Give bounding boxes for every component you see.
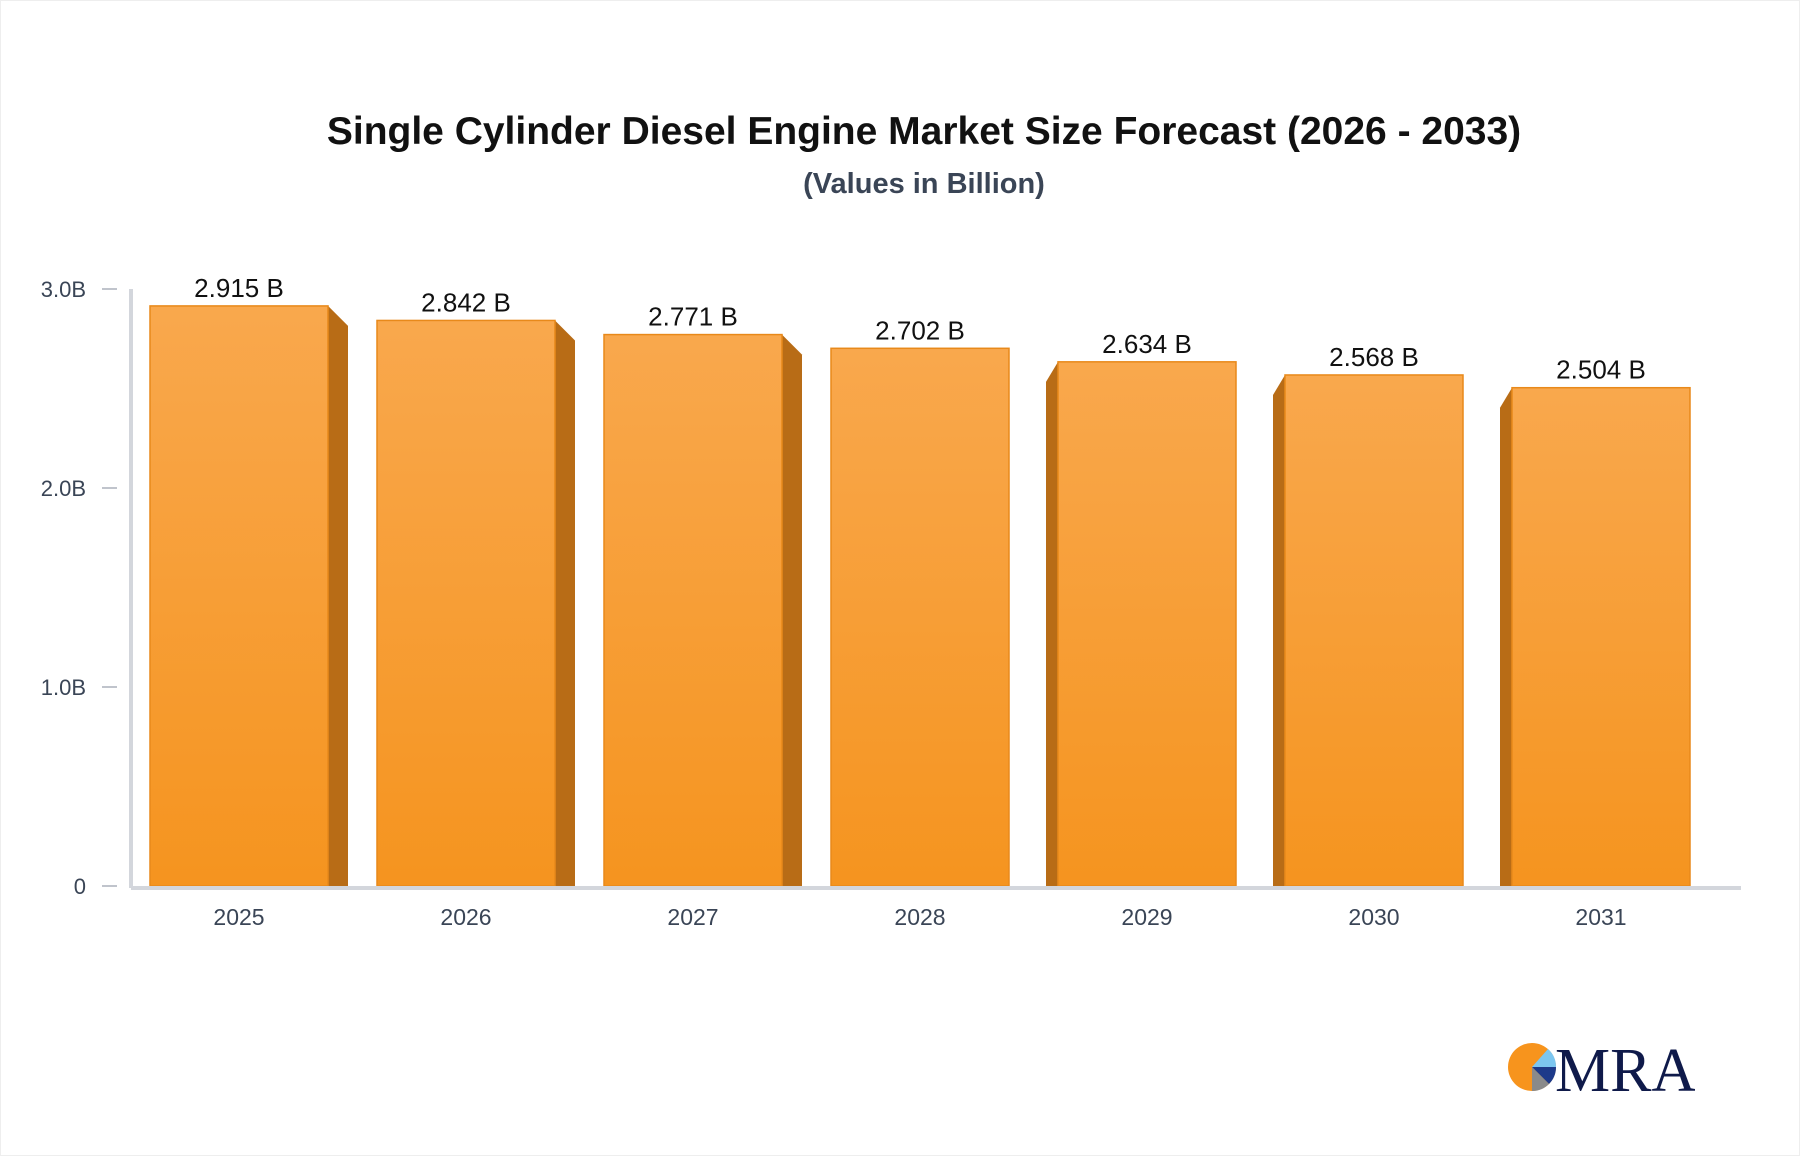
y-tick-label: 3.0B: [41, 277, 86, 302]
x-tick-label: 2027: [667, 904, 718, 930]
bar-2025: [149, 305, 329, 887]
chart-subtitle: (Values in Billion): [803, 168, 1045, 200]
bar-side: [1273, 374, 1285, 886]
data-label: 2.504 B: [1556, 355, 1646, 385]
y-tick-label: 1.0B: [41, 675, 86, 700]
data-label: 2.634 B: [1102, 329, 1192, 359]
bar-side: [328, 305, 348, 886]
bar-2031: [1511, 386, 1691, 887]
x-tick-label: 2026: [440, 904, 491, 930]
data-label: 2.771 B: [648, 302, 738, 332]
bar-side: [1500, 387, 1512, 886]
data-label: 2.702 B: [875, 315, 965, 345]
data-label: 2.568 B: [1329, 342, 1419, 372]
x-tick-label: 2030: [1348, 904, 1399, 930]
bar-2026: [376, 319, 556, 887]
x-tick-label: 2025: [213, 904, 264, 930]
x-tick-label: 2029: [1121, 904, 1172, 930]
y-tick-label: 0: [74, 874, 86, 899]
x-tick-label: 2031: [1575, 904, 1626, 930]
data-label: 2.842 B: [421, 287, 511, 317]
bar-2030: [1284, 374, 1464, 887]
y-tick-label: 2.0B: [41, 476, 86, 501]
mra-logo: MRA: [1508, 1037, 1695, 1098]
bar-2028: [830, 347, 1010, 887]
bar-side: [1046, 361, 1058, 887]
bar-2027: [603, 333, 783, 887]
chart-title: Single Cylinder Diesel Engine Market Siz…: [326, 110, 1522, 153]
bar-side: [782, 334, 802, 886]
logo-text: MRA: [1555, 1037, 1695, 1098]
x-tick-label: 2028: [894, 904, 945, 930]
bar-side: [555, 320, 575, 886]
bar-2029: [1057, 361, 1237, 887]
data-label: 2.915 B: [194, 273, 284, 303]
